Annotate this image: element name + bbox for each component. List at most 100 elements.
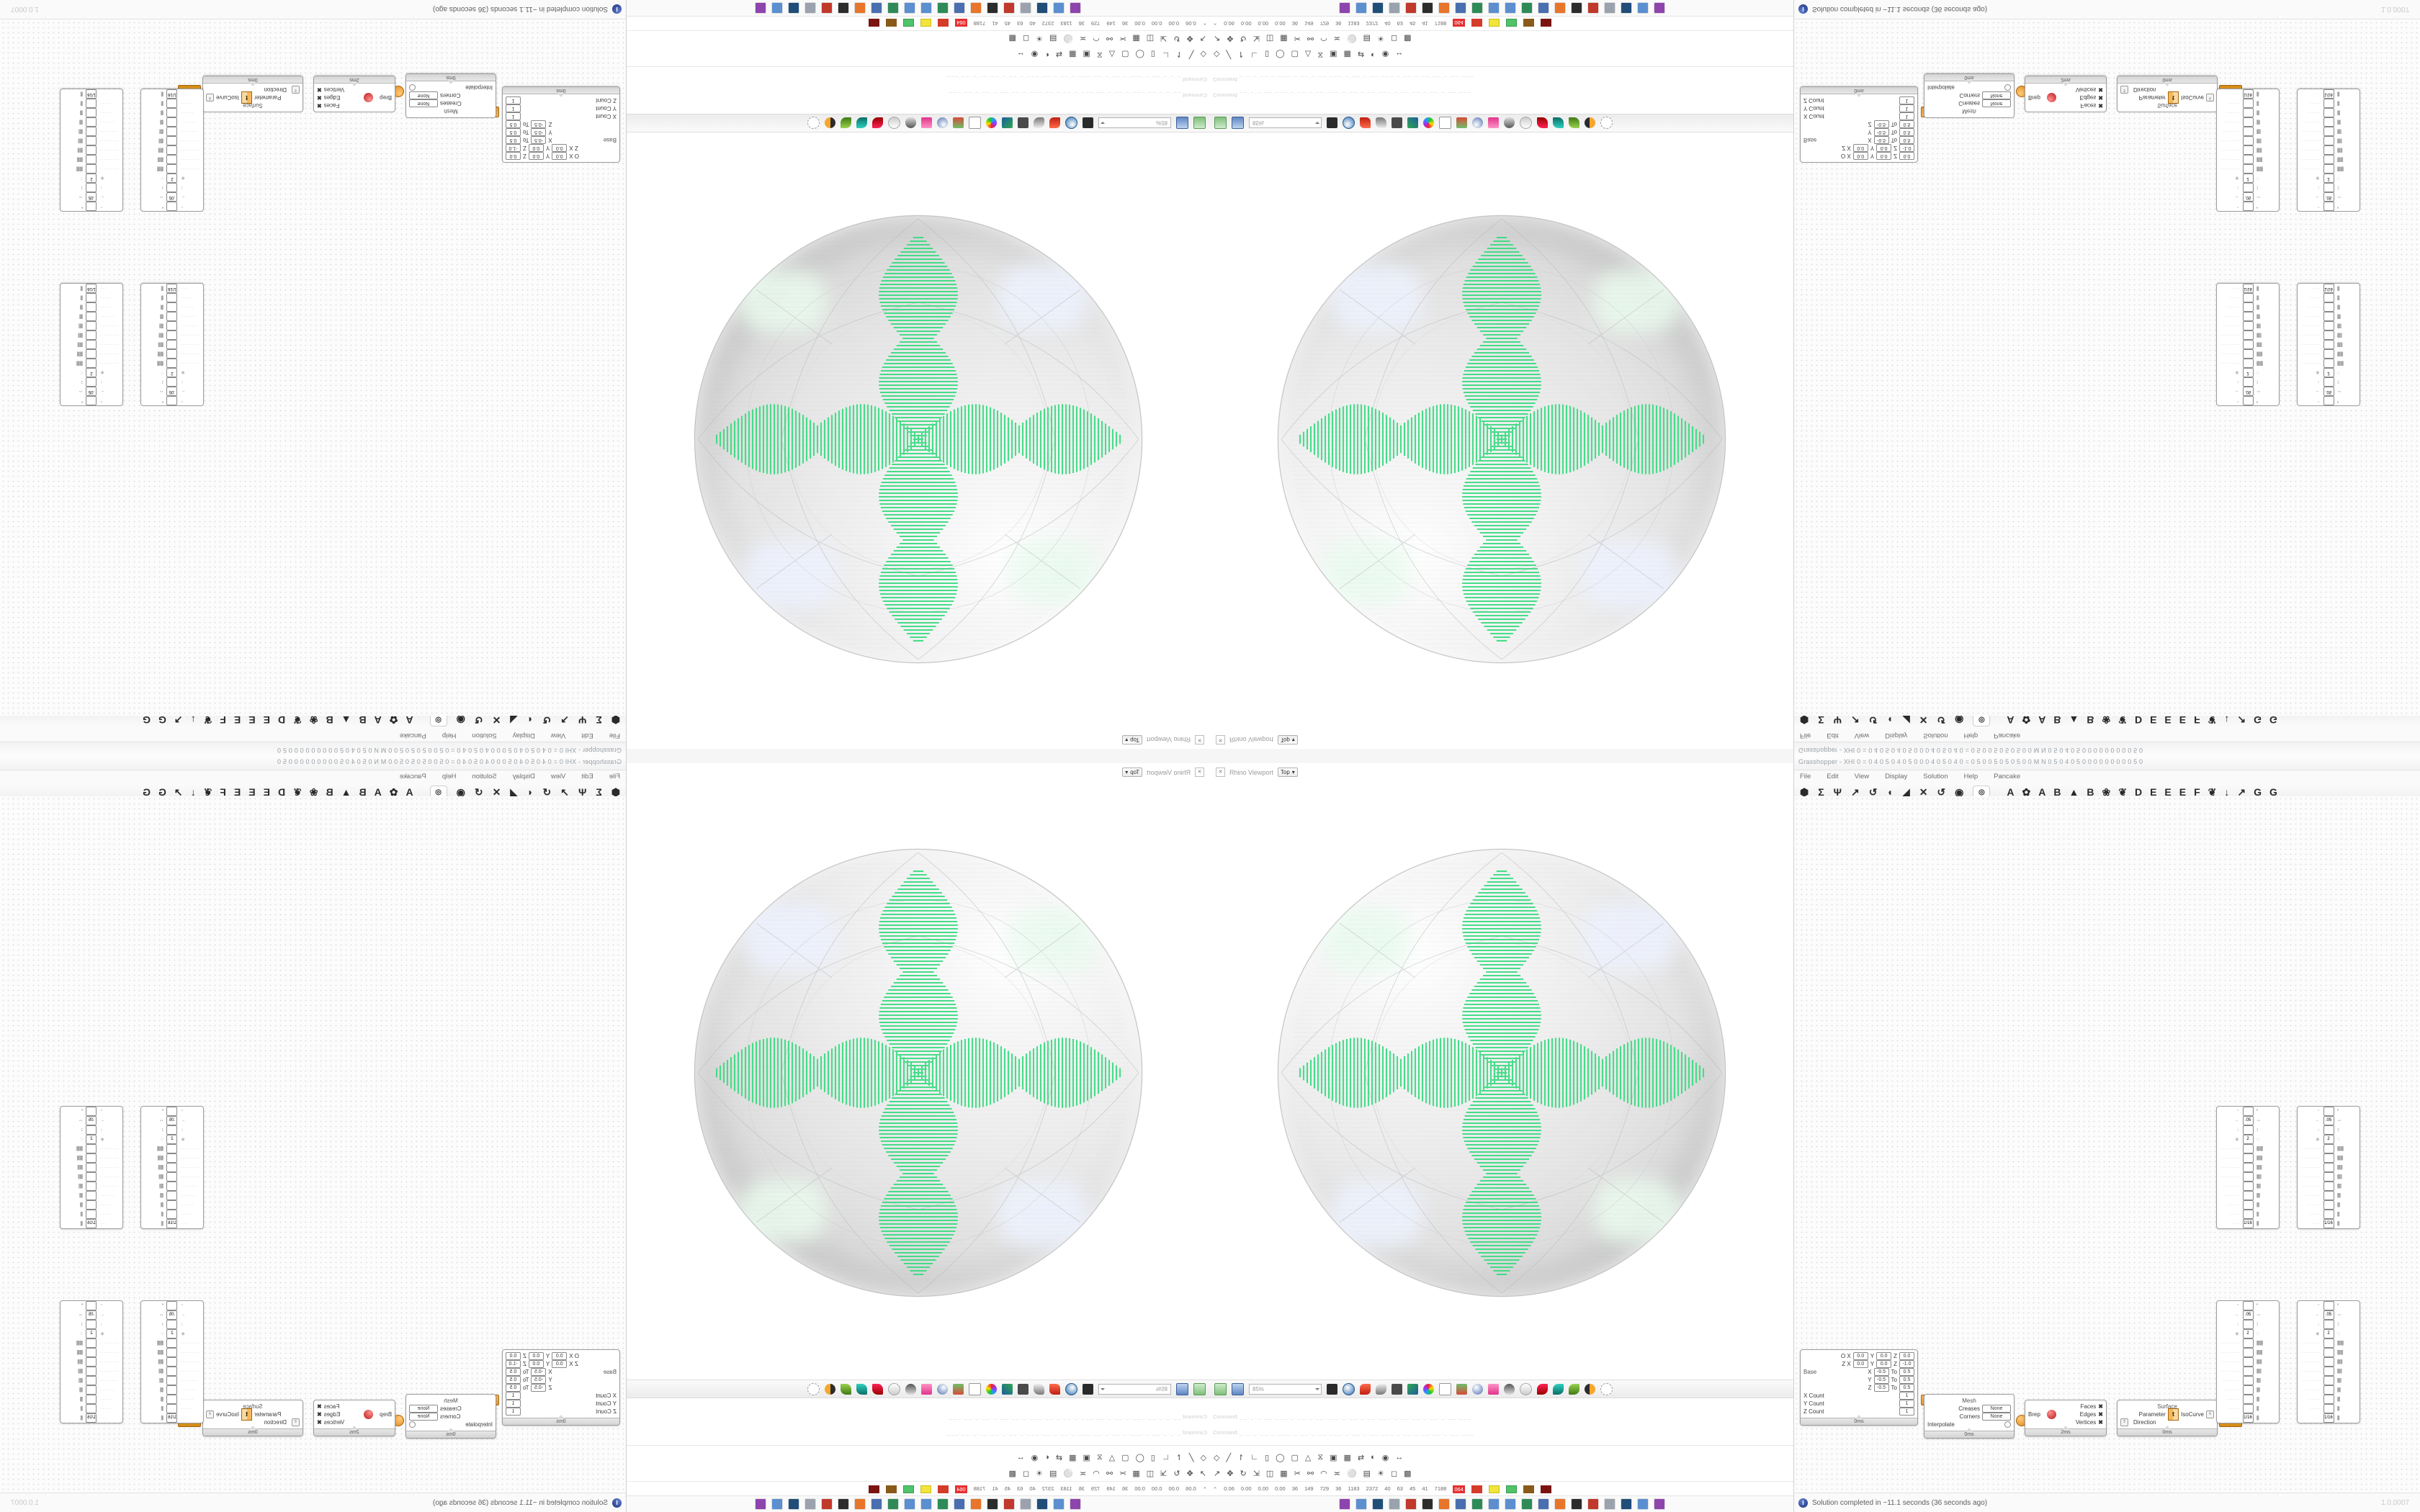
- param-value-box[interactable]: [86, 1320, 97, 1329]
- param-value-box[interactable]: .05: [2323, 1116, 2334, 1125]
- stats-caret-icon[interactable]: ⌃: [1202, 1485, 1207, 1493]
- new-document-icon[interactable]: [1214, 1382, 1227, 1395]
- parameter-row[interactable]: ◉ 2 ◌: [60, 1329, 122, 1338]
- vertices-output-port[interactable]: ✖: [317, 1419, 322, 1426]
- extra-tab-icon-4[interactable]: ▲: [341, 714, 351, 726]
- parameter-row[interactable]: ······ |||||: [2298, 108, 2360, 117]
- gha-icon[interactable]: [969, 1382, 981, 1395]
- circle-tool-icon[interactable]: ◯: [1135, 1453, 1144, 1462]
- box-node[interactable]: O X 0.0 Y 0.0 Z 0.0 Z X 0.0 Y 0.0 Z -1.0 Base X -0.5…: [1800, 86, 1950, 163]
- x-from[interactable]: -0.5: [1873, 1368, 1889, 1376]
- menu-edit[interactable]: Edit: [581, 732, 593, 739]
- parameter-row[interactable]: ····· ||||: [141, 1210, 203, 1219]
- material-teal-icon[interactable]: [1553, 117, 1564, 129]
- y-from[interactable]: -0.5: [531, 1376, 547, 1384]
- parameter-row[interactable]: ^ *: [60, 1107, 122, 1116]
- param-value-box[interactable]: [2242, 1125, 2254, 1135]
- extra-tab-icon-3[interactable]: B: [2053, 714, 2061, 726]
- z-from[interactable]: -0.5: [531, 1384, 547, 1392]
- mastodon-icon[interactable]: [1070, 2, 1082, 14]
- param-value-box[interactable]: [2242, 99, 2254, 108]
- remote-desktop-icon[interactable]: [1053, 1498, 1065, 1510]
- scale-tool-icon[interactable]: ⇲: [1160, 1469, 1168, 1478]
- mesh-tool-icon[interactable]: ▦: [1069, 1453, 1077, 1462]
- fillet-tool-icon[interactable]: ◠: [1320, 34, 1327, 43]
- parameter-row[interactable]: ↕ ↕: [141, 377, 203, 387]
- object-red-icon[interactable]: [1537, 1383, 1548, 1395]
- layers-icon[interactable]: [1456, 1383, 1467, 1395]
- param-value-box[interactable]: [2323, 127, 2334, 136]
- help-package-icon[interactable]: [1488, 117, 1499, 129]
- parameter-row[interactable]: ⇔ .05 ⇔: [2217, 1310, 2279, 1320]
- z-from[interactable]: -0.5: [1873, 120, 1889, 128]
- trim-tool-icon[interactable]: ✂: [1119, 34, 1126, 43]
- param-value-box[interactable]: [2323, 1144, 2334, 1153]
- mirror-tool-icon[interactable]: ◫: [1265, 34, 1274, 43]
- parameter-row[interactable]: ^ *: [60, 202, 122, 211]
- zaxis-y[interactable]: 0.0: [528, 144, 544, 152]
- param-value-box[interactable]: [2323, 108, 2334, 117]
- param-value-box[interactable]: [166, 1376, 178, 1385]
- parameter-row[interactable]: ······· ||||||: [2298, 312, 2360, 321]
- new-document-icon[interactable]: [1214, 117, 1227, 130]
- parameter-row[interactable]: ··········|||||||||: [2298, 145, 2360, 155]
- param-value-box[interactable]: [166, 1107, 178, 1116]
- new-document-icon[interactable]: [1193, 1382, 1206, 1395]
- parameter-row[interactable]: ↕ ↕: [2298, 1125, 2360, 1135]
- extra-tab-icon-1[interactable]: ✿: [389, 714, 398, 726]
- grasshopper-icon[interactable]: [987, 1498, 999, 1510]
- menu-edit[interactable]: Edit: [1827, 773, 1839, 780]
- param-value-box[interactable]: [2323, 330, 2334, 340]
- save-icon[interactable]: [1176, 117, 1188, 130]
- parameter-row[interactable]: ⇔ .05 ⇔: [2298, 1310, 2360, 1320]
- zoom-extents-icon[interactable]: [1327, 117, 1337, 129]
- param-value-box[interactable]: [86, 145, 97, 155]
- move-tool-icon[interactable]: ✥: [1227, 1469, 1234, 1478]
- offset-tool-icon[interactable]: ≍: [1333, 34, 1340, 43]
- boolean-tool-icon[interactable]: ⚪: [1346, 1469, 1357, 1478]
- param-value-box[interactable]: 1/16: [166, 1413, 178, 1423]
- param-value-box[interactable]: [2242, 164, 2254, 174]
- edges-output-port[interactable]: ✖: [2098, 94, 2103, 101]
- remote-desktop-icon[interactable]: [1355, 2, 1367, 14]
- render-icon[interactable]: [1049, 117, 1060, 129]
- param-value-box[interactable]: [2323, 1107, 2334, 1116]
- parameter-row[interactable]: ······ |||||: [2217, 302, 2279, 312]
- parameter-row[interactable]: ···········||||||||||: [60, 349, 122, 359]
- axis-icon[interactable]: [1407, 117, 1418, 129]
- param-value-box[interactable]: [166, 164, 178, 174]
- parameter-row[interactable]: ··········|||||||||: [2298, 340, 2360, 349]
- zoom-extents-icon[interactable]: [1083, 1383, 1093, 1395]
- grasshopper-menubar[interactable]: File Edit View Display Solution Help Pan…: [0, 728, 626, 742]
- os-taskbar[interactable]: [627, 0, 1210, 17]
- loft-tool-icon[interactable]: △: [1108, 50, 1116, 59]
- transform-icon[interactable]: ↺: [1937, 714, 1946, 726]
- line-tool-icon[interactable]: ╱: [1188, 50, 1194, 59]
- arrow-down-icon[interactable]: ⇩: [206, 94, 214, 102]
- isocurve-node[interactable]: Surface Parameter t IsoCurve ⇩ ⇧ Direction 0…: [202, 76, 303, 112]
- material-green-icon[interactable]: [841, 117, 851, 129]
- circle-tool-icon[interactable]: ◯: [1276, 50, 1285, 59]
- param-value-box[interactable]: 1/16: [166, 284, 178, 293]
- param-value-box[interactable]: [2242, 1385, 2254, 1395]
- isocurve-node[interactable]: Surface Parameter t IsoCurve ⇩ ⇧ Direction 0…: [2117, 1400, 2218, 1436]
- params-icon[interactable]: ⬢: [1800, 786, 1809, 798]
- extra-tab-icon-7[interactable]: ❦: [2118, 714, 2127, 726]
- parameter-row[interactable]: ···········||||||||||: [141, 155, 203, 164]
- extra-tab-icon-9[interactable]: E: [263, 714, 270, 726]
- sets-icon[interactable]: Ψ: [1833, 714, 1842, 726]
- array-tool-icon[interactable]: ▦: [1132, 34, 1140, 43]
- menu-file[interactable]: File: [609, 773, 620, 780]
- parameter-row[interactable]: ···········||||||||||: [2217, 1348, 2279, 1357]
- param-value-box[interactable]: [166, 1144, 178, 1153]
- line-tool-icon[interactable]: ╱: [1226, 50, 1232, 59]
- camera-tool-icon[interactable]: ◻: [1022, 1469, 1030, 1478]
- vector-icon[interactable]: ↗: [560, 714, 570, 726]
- x-from[interactable]: -0.5: [1873, 136, 1889, 144]
- material-teal-icon[interactable]: [1553, 1383, 1564, 1395]
- parameter-row[interactable]: ↕ ↕: [60, 183, 122, 192]
- param-value-box[interactable]: [2323, 136, 2334, 145]
- save64-icon[interactable]: [1537, 1498, 1549, 1510]
- param-value-box[interactable]: [86, 1153, 97, 1163]
- parameter-row[interactable]: ··· 1/16 ||||: [2298, 89, 2360, 99]
